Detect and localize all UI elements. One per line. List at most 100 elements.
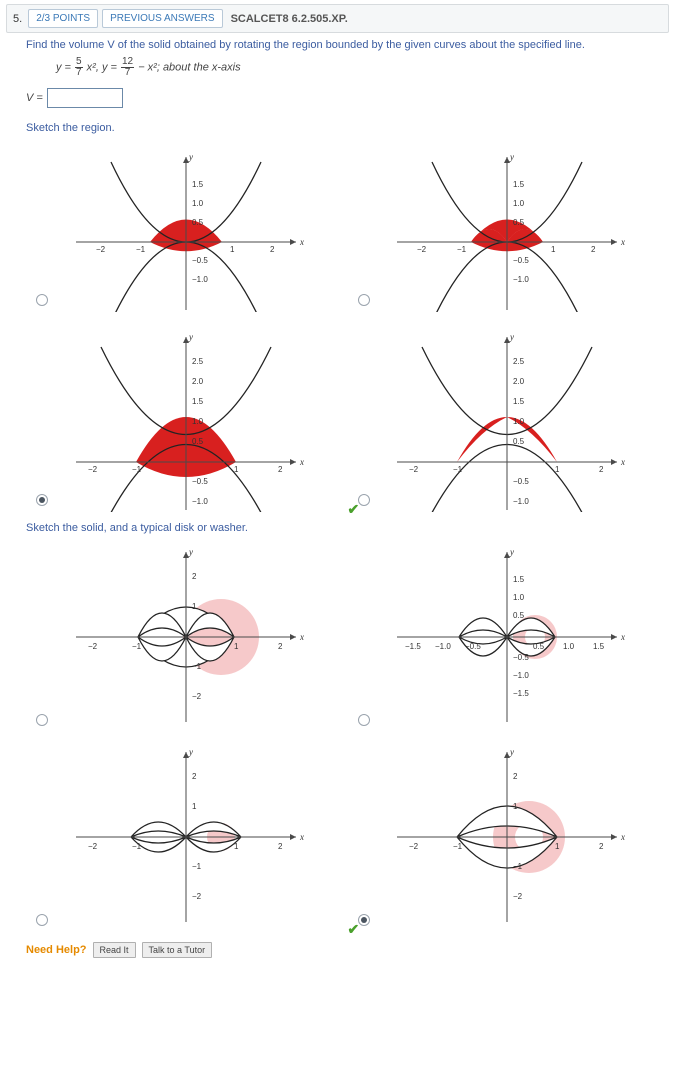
svg-text:−0.5: −0.5 bbox=[513, 477, 529, 486]
question-number: 5. bbox=[13, 13, 22, 25]
svg-text:y: y bbox=[188, 547, 193, 557]
correct-check-icon: ✔ bbox=[348, 501, 360, 518]
solid-plot-b: x y 1.5 1.0 0.5 −0.5 −1.0 −1.5 −1.5 −1.0… bbox=[348, 538, 668, 736]
svg-text:1: 1 bbox=[555, 465, 560, 474]
svg-text:−2: −2 bbox=[88, 465, 98, 474]
svg-text:1: 1 bbox=[555, 842, 560, 851]
solid-radio-c[interactable] bbox=[36, 914, 48, 926]
svg-text:−1.0: −1.0 bbox=[513, 671, 529, 680]
talk-to-tutor-button[interactable]: Talk to a Tutor bbox=[142, 942, 213, 958]
svg-text:y: y bbox=[188, 332, 193, 342]
svg-text:−1.5: −1.5 bbox=[405, 642, 421, 651]
assignment-id: SCALCET8 6.2.505.XP. bbox=[231, 13, 348, 25]
svg-text:2: 2 bbox=[278, 842, 283, 851]
solid-radio-a[interactable] bbox=[36, 714, 48, 726]
svg-text:1.0: 1.0 bbox=[192, 199, 204, 208]
svg-text:x: x bbox=[620, 237, 625, 247]
svg-text:x: x bbox=[299, 632, 304, 642]
svg-text:−2: −2 bbox=[417, 245, 427, 254]
svg-text:1.0: 1.0 bbox=[513, 199, 525, 208]
svg-text:−1: −1 bbox=[192, 662, 202, 671]
svg-text:−0.5: −0.5 bbox=[192, 477, 208, 486]
solid-plot-c: x y 2 1 −1 −2 −2 −1 1 2 bbox=[26, 738, 346, 936]
solid-radio-d[interactable] bbox=[358, 914, 370, 926]
svg-text:−2: −2 bbox=[88, 642, 98, 651]
svg-text:−1: −1 bbox=[192, 862, 202, 871]
region-radio-c[interactable] bbox=[36, 494, 48, 506]
read-it-button[interactable]: Read It bbox=[93, 942, 136, 958]
region-plot-d: x y 2.5 2.0 1.5 1.0 0.5 −0.5 −1.0 −2 −1 bbox=[348, 318, 668, 516]
svg-text:1: 1 bbox=[234, 642, 239, 651]
svg-text:y: y bbox=[509, 547, 514, 557]
svg-text:−2: −2 bbox=[96, 245, 106, 254]
svg-text:2: 2 bbox=[599, 842, 604, 851]
points-button[interactable]: 2/3 POINTS bbox=[28, 9, 98, 28]
answer-label: V = bbox=[26, 92, 43, 104]
svg-text:y: y bbox=[509, 152, 514, 162]
svg-text:2: 2 bbox=[270, 245, 275, 254]
svg-text:1.5: 1.5 bbox=[513, 180, 525, 189]
svg-text:2.5: 2.5 bbox=[192, 357, 204, 366]
svg-text:−1.0: −1.0 bbox=[513, 497, 529, 506]
svg-text:−1.0: −1.0 bbox=[435, 642, 451, 651]
svg-text:0.5: 0.5 bbox=[513, 437, 525, 446]
svg-text:−2: −2 bbox=[192, 692, 202, 701]
volume-input[interactable] bbox=[47, 88, 123, 108]
prompt-text: Find the volume V of the solid obtained … bbox=[26, 39, 667, 51]
previous-answers-button[interactable]: PREVIOUS ANSWERS bbox=[102, 9, 222, 28]
equation-line: y = 57 x², y = 127 − x²; about the x-axi… bbox=[56, 57, 667, 78]
svg-text:−1: −1 bbox=[132, 465, 142, 474]
svg-text:1.5: 1.5 bbox=[192, 397, 204, 406]
svg-text:−0.5: −0.5 bbox=[465, 642, 481, 651]
correct-check-icon: ✔ bbox=[348, 921, 360, 938]
svg-text:−2: −2 bbox=[88, 842, 98, 851]
svg-text:2: 2 bbox=[513, 772, 518, 781]
svg-text:x: x bbox=[299, 237, 304, 247]
svg-text:x: x bbox=[620, 457, 625, 467]
svg-text:−2: −2 bbox=[409, 465, 419, 474]
question-header: 5. 2/3 POINTS PREVIOUS ANSWERS SCALCET8 … bbox=[6, 4, 669, 33]
svg-text:1.5: 1.5 bbox=[192, 180, 204, 189]
need-help-label: Need Help? bbox=[26, 944, 87, 956]
svg-text:−2: −2 bbox=[192, 892, 202, 901]
solid-plot-a: x y 2 1 −1 −2 −2 −1 1 2 bbox=[26, 538, 346, 736]
svg-text:2: 2 bbox=[278, 642, 283, 651]
svg-text:1: 1 bbox=[234, 465, 239, 474]
region-radio-d[interactable] bbox=[358, 494, 370, 506]
sketch-region-label: Sketch the region. bbox=[26, 122, 667, 134]
svg-text:−1: −1 bbox=[136, 245, 146, 254]
svg-text:1: 1 bbox=[551, 245, 556, 254]
svg-text:1.0: 1.0 bbox=[563, 642, 575, 651]
region-plot-b: x y 1.5 1.0 0.5 −0.5 −1.0 −2 −1 1 2 bbox=[348, 138, 668, 316]
svg-text:−1.0: −1.0 bbox=[192, 497, 208, 506]
svg-text:1: 1 bbox=[230, 245, 235, 254]
svg-text:1: 1 bbox=[192, 602, 197, 611]
svg-text:0.5: 0.5 bbox=[533, 642, 545, 651]
svg-text:y: y bbox=[188, 747, 193, 757]
svg-text:1.5: 1.5 bbox=[593, 642, 605, 651]
svg-text:2: 2 bbox=[599, 465, 604, 474]
svg-text:2: 2 bbox=[192, 772, 197, 781]
svg-text:1.0: 1.0 bbox=[513, 593, 525, 602]
svg-text:−1: −1 bbox=[453, 465, 463, 474]
svg-text:0.5: 0.5 bbox=[513, 218, 525, 227]
svg-text:−1: −1 bbox=[132, 842, 142, 851]
svg-text:1: 1 bbox=[192, 802, 197, 811]
sketch-solid-label: Sketch the solid, and a typical disk or … bbox=[26, 522, 667, 534]
region-radio-b[interactable] bbox=[358, 294, 370, 306]
svg-text:−1.0: −1.0 bbox=[192, 275, 208, 284]
region-radio-a[interactable] bbox=[36, 294, 48, 306]
solid-radio-b[interactable] bbox=[358, 714, 370, 726]
svg-text:−1: −1 bbox=[132, 642, 142, 651]
svg-text:1.5: 1.5 bbox=[513, 397, 525, 406]
svg-text:1.5: 1.5 bbox=[513, 575, 525, 584]
svg-text:x: x bbox=[299, 832, 304, 842]
svg-text:1.0: 1.0 bbox=[513, 417, 525, 426]
svg-text:1.0: 1.0 bbox=[192, 417, 204, 426]
svg-text:0.5: 0.5 bbox=[192, 437, 204, 446]
svg-text:x: x bbox=[299, 457, 304, 467]
svg-text:−2: −2 bbox=[409, 842, 419, 851]
svg-text:0.5: 0.5 bbox=[513, 611, 525, 620]
region-plot-a: x y 1.5 1.0 0.5 −0.5 −1.0 −2 −1 1 2 bbox=[26, 138, 346, 316]
svg-text:−1: −1 bbox=[457, 245, 467, 254]
